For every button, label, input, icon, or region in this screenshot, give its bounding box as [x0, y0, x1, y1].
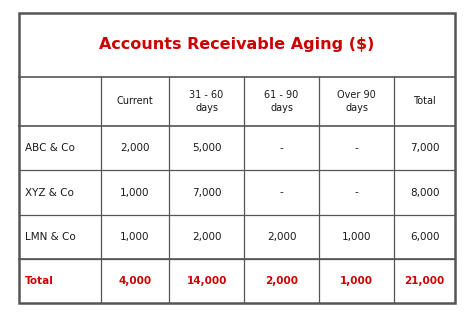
Text: 2,000: 2,000 — [265, 276, 298, 286]
Text: -: - — [355, 187, 358, 198]
Text: Over 90
days: Over 90 days — [337, 90, 376, 112]
Text: 4,000: 4,000 — [118, 276, 152, 286]
Text: 6,000: 6,000 — [410, 232, 439, 242]
Text: LMN & Co: LMN & Co — [25, 232, 76, 242]
Text: Accounts Receivable Aging ($): Accounts Receivable Aging ($) — [100, 37, 374, 52]
Text: -: - — [355, 143, 358, 153]
Text: 2,000: 2,000 — [267, 232, 296, 242]
Text: 21,000: 21,000 — [404, 276, 445, 286]
Text: -: - — [280, 187, 283, 198]
Text: 5,000: 5,000 — [192, 143, 221, 153]
Text: -: - — [280, 143, 283, 153]
Text: 1,000: 1,000 — [342, 232, 371, 242]
Text: 7,000: 7,000 — [192, 187, 221, 198]
Text: 1,000: 1,000 — [120, 232, 150, 242]
Text: XYZ & Co: XYZ & Co — [25, 187, 74, 198]
Text: 2,000: 2,000 — [120, 143, 150, 153]
Text: 14,000: 14,000 — [186, 276, 227, 286]
Text: 8,000: 8,000 — [410, 187, 439, 198]
Text: Total: Total — [413, 96, 436, 106]
Text: 1,000: 1,000 — [120, 187, 150, 198]
Text: 31 - 60
days: 31 - 60 days — [190, 90, 224, 112]
Text: ABC & Co: ABC & Co — [25, 143, 75, 153]
Text: Total: Total — [25, 276, 54, 286]
Text: Current: Current — [117, 96, 154, 106]
Text: 2,000: 2,000 — [192, 232, 221, 242]
Text: 1,000: 1,000 — [340, 276, 373, 286]
Text: 61 - 90
days: 61 - 90 days — [264, 90, 299, 112]
Text: 7,000: 7,000 — [410, 143, 439, 153]
